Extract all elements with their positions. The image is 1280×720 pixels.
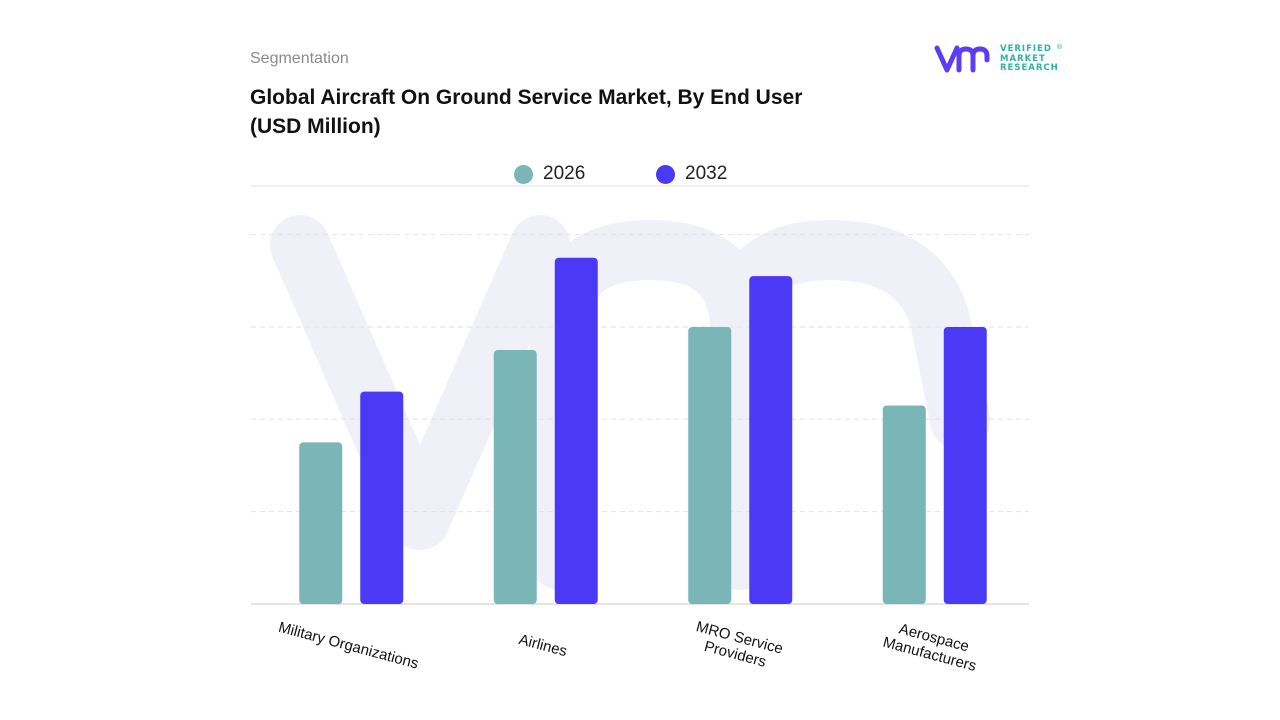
watermark-stroke-0: [270, 215, 570, 550]
vmr-logo: VERIFIED MARKET RESEARCH ®: [934, 43, 1064, 76]
x-tick-label-line: Airlines: [517, 631, 569, 660]
x-tick-label-0: Military Organizations: [277, 619, 421, 673]
bar-2032-1: [554, 257, 598, 604]
legend-item-2026: 2026: [514, 162, 585, 186]
bar-2032-0: [360, 391, 404, 604]
vmr-logo-icon: [934, 45, 990, 73]
logo-line-1: VERIFIED: [1000, 44, 1052, 54]
bar-2032-3: [943, 326, 987, 604]
logo-wordmark: VERIFIED MARKET RESEARCH: [1000, 44, 1059, 74]
legend-label-2026: 2026: [543, 163, 586, 184]
chart-legend: 2026 2032: [0, 162, 1280, 186]
x-tick-label-1: Airlines: [517, 631, 569, 660]
bar-2032-2: [749, 276, 793, 604]
x-tick-label-3: AerospaceManufacturers: [881, 617, 982, 675]
bar-2026-3: [882, 405, 926, 604]
bar-2026-1: [493, 350, 537, 604]
segment-label: Segmentation: [250, 50, 349, 67]
legend-swatch-2026: [514, 164, 533, 184]
registered-mark: ®: [1056, 43, 1063, 51]
bar-2026-2: [688, 326, 732, 604]
x-tick-label-line: Military Organizations: [277, 619, 421, 673]
logo-line-2: MARKET: [1000, 53, 1046, 64]
legend-swatch-2032: [656, 164, 675, 184]
x-tick-label-2: MRO ServiceProviders: [690, 618, 785, 674]
bar-2026-0: [299, 442, 343, 604]
legend-label-2032: 2032: [685, 163, 728, 184]
chart-title: Global Aircraft On Ground Service Market…: [250, 86, 803, 138]
logo-line-3: RESEARCH: [1000, 63, 1059, 73]
legend-item-2032: 2032: [656, 162, 727, 186]
